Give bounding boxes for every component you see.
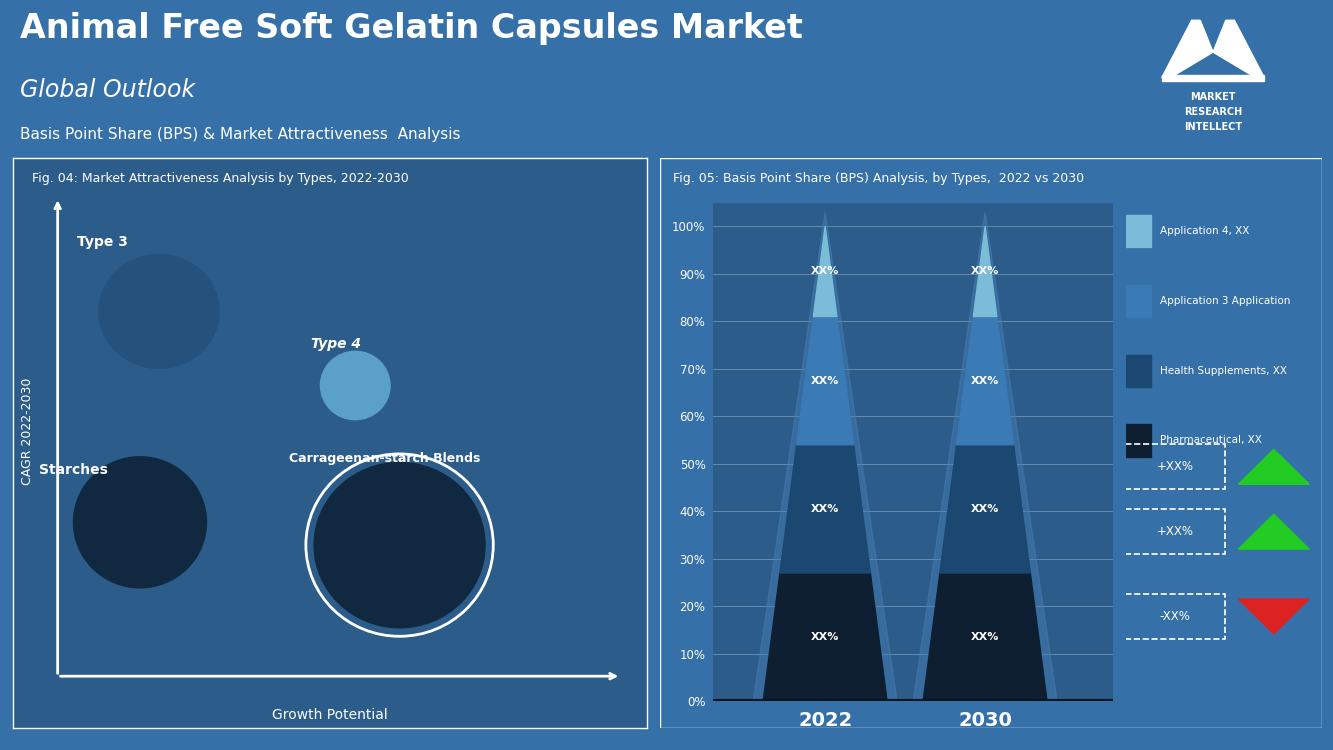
Bar xyxy=(1126,215,1150,248)
Polygon shape xyxy=(1238,449,1309,484)
Bar xyxy=(1162,75,1264,82)
Text: Carrageenan-starch Blends: Carrageenan-starch Blends xyxy=(289,452,480,466)
Ellipse shape xyxy=(99,254,219,368)
Polygon shape xyxy=(780,445,870,573)
Polygon shape xyxy=(1238,514,1309,549)
Polygon shape xyxy=(753,212,897,701)
Polygon shape xyxy=(797,316,853,445)
Text: +XX%: +XX% xyxy=(1157,525,1193,538)
Bar xyxy=(1126,355,1150,387)
Polygon shape xyxy=(957,316,1013,445)
Polygon shape xyxy=(913,212,1057,701)
Polygon shape xyxy=(1213,20,1256,78)
Text: Pharmaceutical, XX: Pharmaceutical, XX xyxy=(1160,436,1262,445)
Bar xyxy=(1126,285,1150,317)
Text: +XX%: +XX% xyxy=(1157,460,1193,473)
Ellipse shape xyxy=(315,463,485,628)
Text: INTELLECT: INTELLECT xyxy=(1184,122,1242,132)
Polygon shape xyxy=(813,226,837,316)
Ellipse shape xyxy=(320,351,391,420)
Text: Fig. 05: Basis Point Share (BPS) Analysis, by Types,  2022 vs 2030: Fig. 05: Basis Point Share (BPS) Analysi… xyxy=(673,172,1084,184)
Bar xyxy=(1126,424,1150,457)
Polygon shape xyxy=(1238,599,1309,634)
Text: Basis Point Share (BPS) & Market Attractiveness  Analysis: Basis Point Share (BPS) & Market Attract… xyxy=(20,128,460,142)
Text: XX%: XX% xyxy=(970,632,1000,642)
Text: Global Outlook: Global Outlook xyxy=(20,78,195,102)
Text: Type 4: Type 4 xyxy=(311,338,361,352)
Text: XX%: XX% xyxy=(810,632,840,642)
Polygon shape xyxy=(1226,20,1264,78)
Ellipse shape xyxy=(73,457,207,588)
Polygon shape xyxy=(940,445,1030,573)
Text: CAGR 2022-2030: CAGR 2022-2030 xyxy=(21,377,33,484)
Text: RESEARCH: RESEARCH xyxy=(1184,107,1242,117)
Text: XX%: XX% xyxy=(810,266,840,277)
Text: Animal Free Soft Gelatin Capsules Market: Animal Free Soft Gelatin Capsules Market xyxy=(20,12,802,45)
Text: XX%: XX% xyxy=(970,376,1000,386)
Text: XX%: XX% xyxy=(810,504,840,514)
Text: Type 3: Type 3 xyxy=(76,235,128,249)
Polygon shape xyxy=(1170,20,1213,78)
Polygon shape xyxy=(1162,20,1200,78)
Text: Health Supplements, XX: Health Supplements, XX xyxy=(1160,365,1286,376)
Polygon shape xyxy=(764,573,888,701)
Polygon shape xyxy=(924,573,1048,701)
Text: Growth Potential: Growth Potential xyxy=(272,708,388,722)
Text: XX%: XX% xyxy=(970,266,1000,277)
Text: MARKET: MARKET xyxy=(1190,92,1236,102)
Polygon shape xyxy=(973,226,997,316)
Text: Starches: Starches xyxy=(39,463,108,477)
Text: Application 4, XX: Application 4, XX xyxy=(1160,226,1249,236)
Text: Fig. 04: Market Attractiveness Analysis by Types, 2022-2030: Fig. 04: Market Attractiveness Analysis … xyxy=(32,172,409,184)
Text: Application 3 Application: Application 3 Application xyxy=(1160,296,1290,306)
Text: XX%: XX% xyxy=(970,504,1000,514)
Text: -XX%: -XX% xyxy=(1160,610,1190,623)
Text: XX%: XX% xyxy=(810,376,840,386)
